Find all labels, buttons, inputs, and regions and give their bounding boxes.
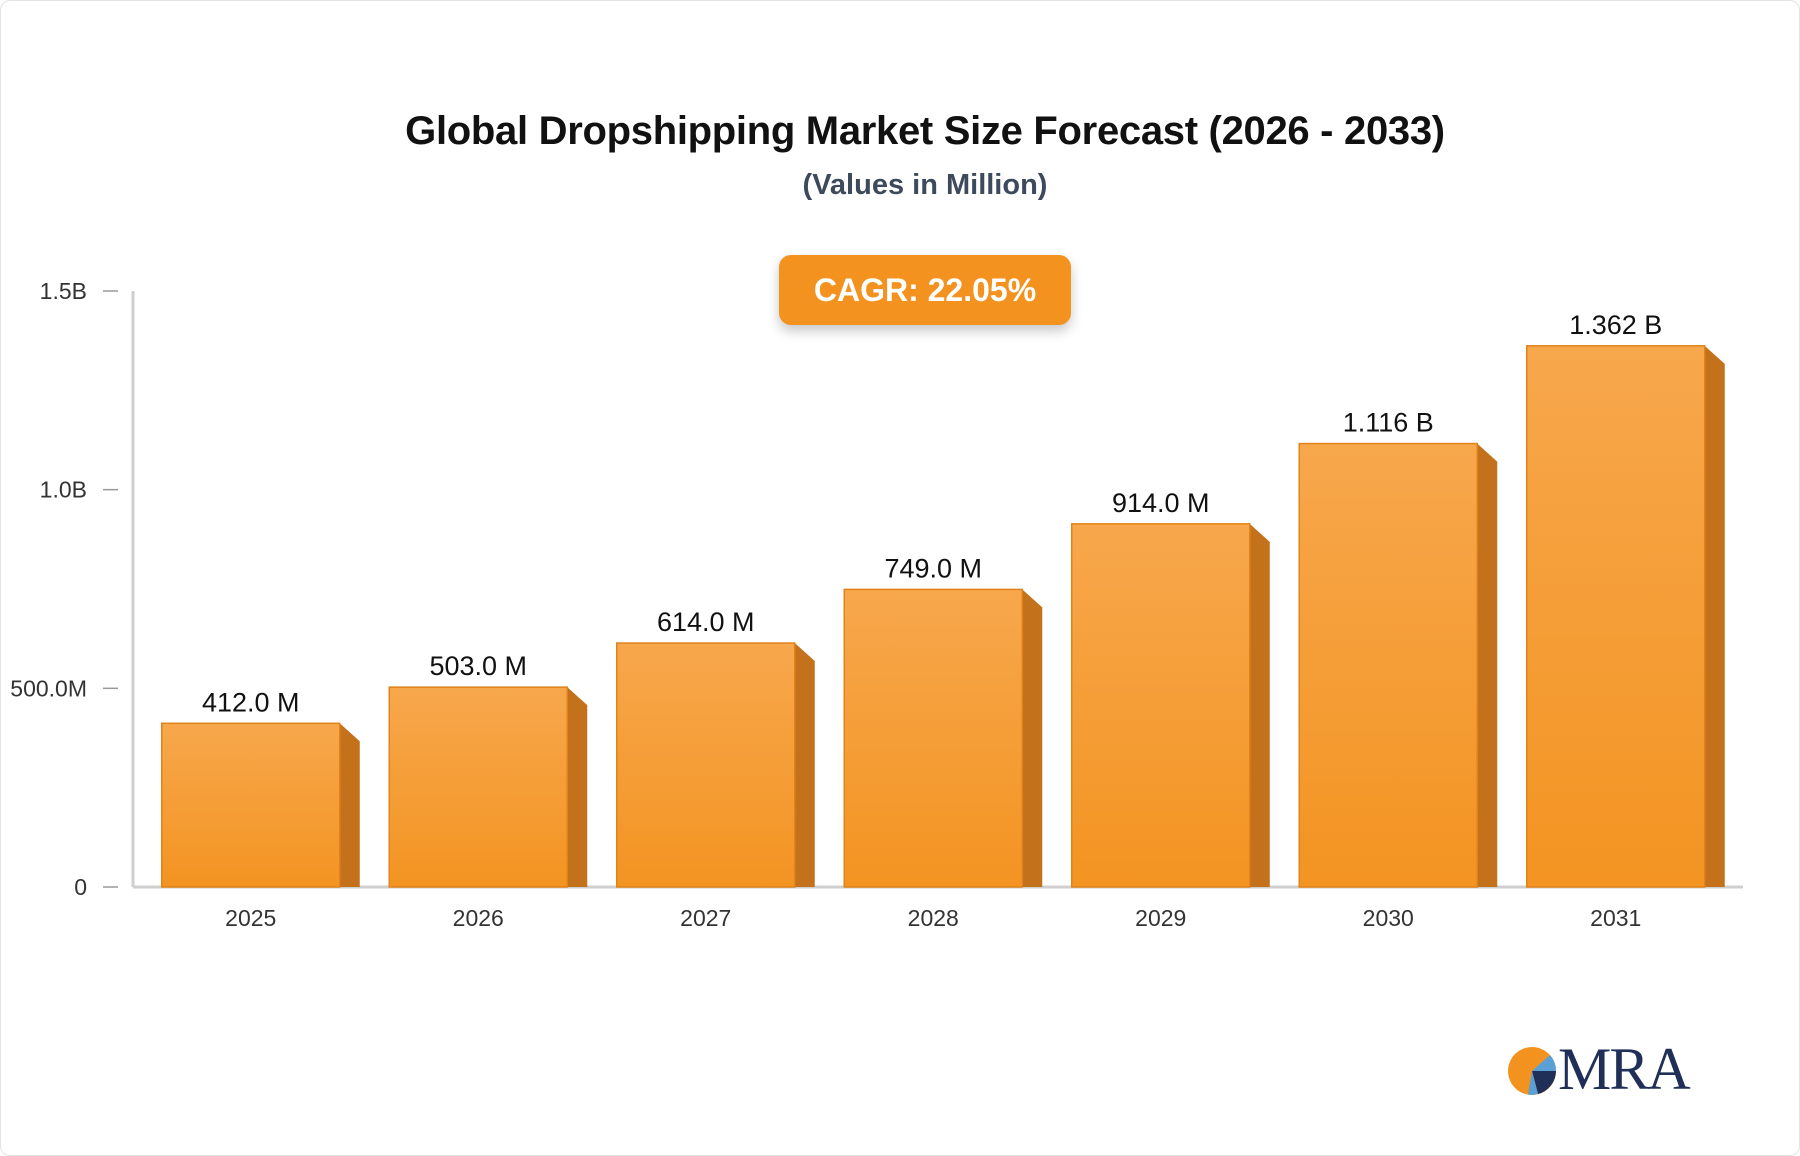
bar-group: 914.0 M 2029 [1071, 488, 1270, 931]
bar-group: 412.0 M 2025 [161, 687, 360, 931]
bar-group: 503.0 M 2026 [388, 651, 588, 931]
y-tick-label: 500.0M [10, 675, 87, 701]
x-tick-label: 2027 [680, 905, 731, 931]
bar-value-label: 749.0 M [884, 553, 982, 583]
bar-value-label: 1.362 B [1569, 310, 1662, 340]
bar-group: 749.0 M 2028 [843, 553, 1043, 931]
bar-side [567, 687, 588, 887]
bar-value-label: 1.116 B [1343, 408, 1434, 438]
bar-side [1022, 589, 1043, 887]
bar [616, 642, 796, 888]
bar-group: 614.0 M 2027 [616, 607, 815, 931]
bar-value-label: 503.0 M [429, 651, 527, 681]
pie-logo-icon [1508, 1047, 1557, 1095]
bar-side [1704, 345, 1725, 887]
bar [388, 686, 568, 888]
bar [843, 588, 1023, 888]
bar-group: 1.362 B 2031 [1526, 310, 1725, 931]
bar-side [1249, 523, 1270, 887]
bar [161, 722, 341, 888]
x-tick-label: 2030 [1363, 905, 1414, 931]
y-tick-label: 1.0B [40, 477, 87, 503]
y-tick-label: 0 [74, 874, 87, 900]
x-tick-label: 2029 [1135, 905, 1186, 931]
y-tick-label: 1.5B [40, 278, 87, 304]
bar-value-label: 614.0 M [657, 607, 755, 637]
bar-group: 1.116 B 2030 [1298, 408, 1498, 931]
bar-value-label: 914.0 M [1112, 488, 1210, 518]
bar-side [339, 723, 360, 887]
x-tick-label: 2026 [453, 905, 504, 931]
x-tick-label: 2028 [908, 905, 959, 931]
bar [1526, 345, 1706, 888]
cagr-badge: CAGR: 22.05% [779, 255, 1071, 325]
bar-side [794, 643, 815, 887]
logo-text: MRA [1558, 1036, 1691, 1102]
chart-subtitle: (Values in Million) [802, 169, 1048, 201]
bar-side [1477, 443, 1498, 887]
chart-bars: 412.0 M 2025 503.0 M 2026 614.0 M 2027 749.0 M… [161, 310, 1725, 931]
bar [1071, 523, 1251, 888]
mra-logo: MRA [1506, 1039, 1696, 1099]
x-tick-label: 2025 [225, 905, 276, 931]
chart-title: Global Dropshipping Market Size Forecast… [405, 109, 1445, 153]
x-tick-label: 2031 [1590, 905, 1641, 931]
bar-value-label: 412.0 M [202, 687, 300, 717]
bar [1298, 442, 1478, 888]
